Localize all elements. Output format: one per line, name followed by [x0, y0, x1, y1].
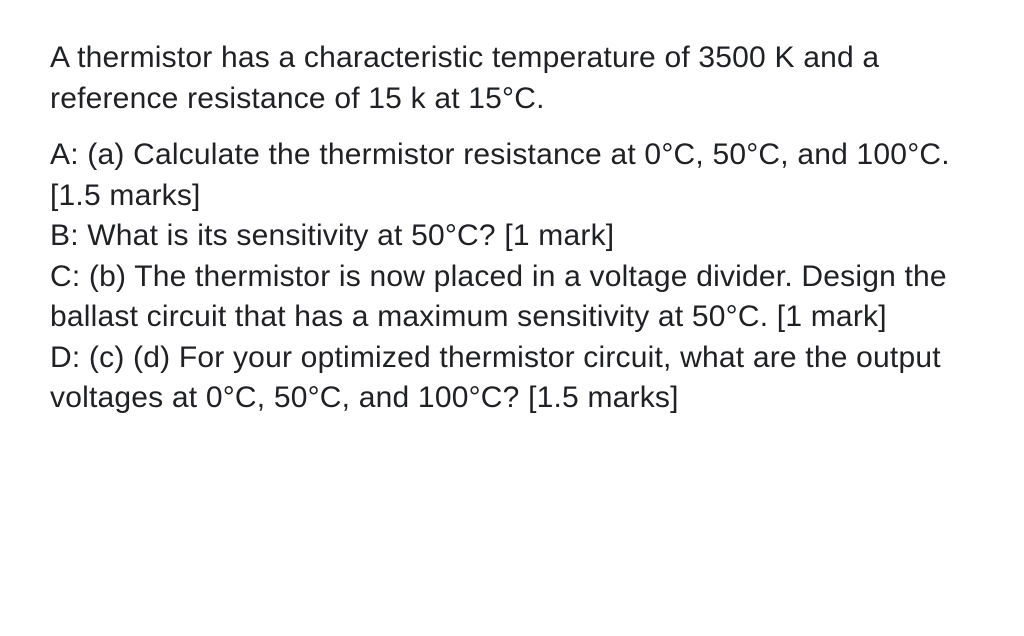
question-d: D: (c) (d) For your optimized thermistor…	[50, 338, 974, 419]
question-a: A: (a) Calculate the thermistor resistan…	[50, 135, 974, 216]
problem-intro: A thermistor has a characteristic temper…	[50, 38, 974, 119]
problem-content: A thermistor has a characteristic temper…	[50, 38, 974, 419]
question-c: C: (b) The thermistor is now placed in a…	[50, 257, 974, 338]
question-b: B: What is its sensitivity at 50°C? [1 m…	[50, 216, 974, 257]
